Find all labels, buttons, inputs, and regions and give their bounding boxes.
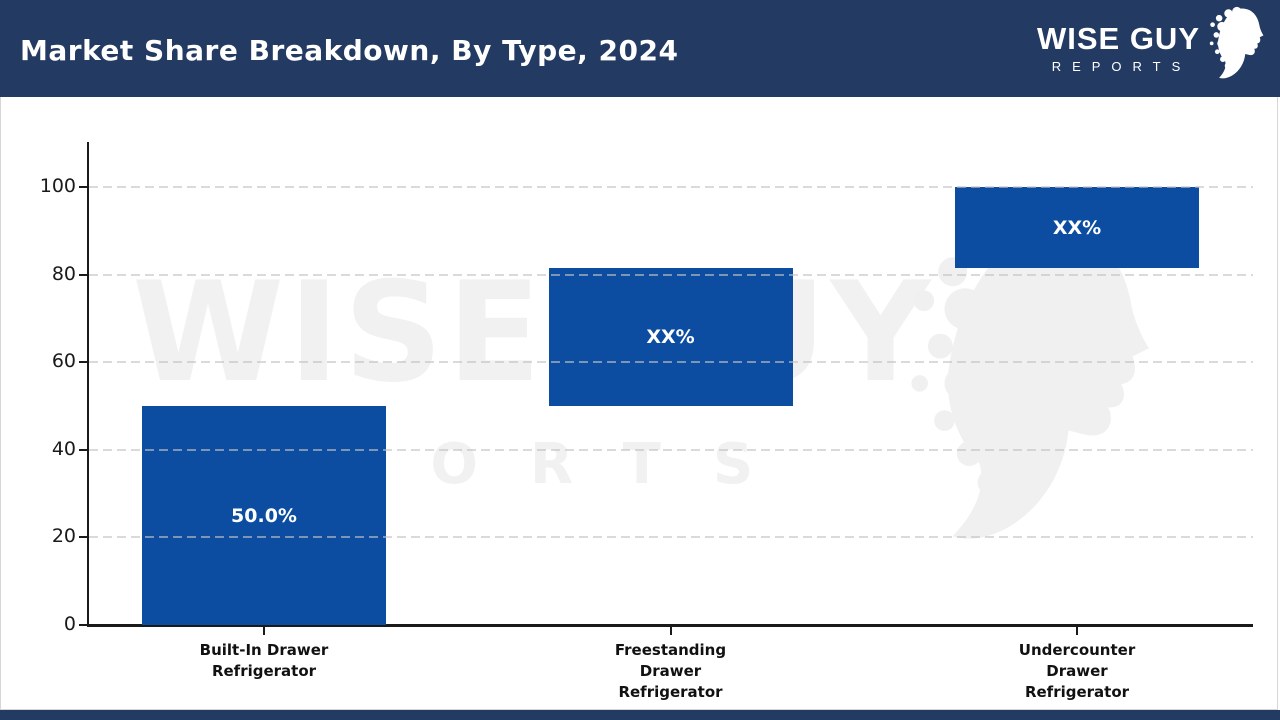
y-tick-label: 0 — [63, 613, 76, 635]
bar-segment: 50.0% — [142, 406, 386, 625]
x-category-line: Freestanding — [614, 641, 727, 659]
x-category-label: Freestanding Drawer Refrigerator — [556, 640, 786, 703]
y-tick-label: 80 — [51, 262, 76, 285]
y-axis-tick — [79, 186, 87, 188]
bar-value-label: 50.0% — [231, 504, 297, 527]
y-axis-tick — [79, 536, 87, 539]
gridline — [89, 361, 1253, 364]
logo-subtitle: REPORTS — [1051, 59, 1192, 74]
dotted-face-icon — [1204, 6, 1266, 90]
footer-band — [0, 710, 1280, 720]
y-tick-label: 100 — [39, 175, 76, 197]
bar-segment: XX% — [548, 268, 793, 406]
y-axis-spine — [87, 142, 89, 626]
x-category-line: Drawer — [639, 662, 702, 680]
x-category-label: Undercounter Drawer Refrigerator — [962, 640, 1192, 703]
x-category-label: Built-In Drawer Refrigerator — [149, 640, 379, 682]
page-title: Market Share Breakdown, By Type, 2024 — [20, 34, 679, 67]
gridline — [89, 273, 1253, 276]
y-tick-label: 40 — [51, 437, 76, 460]
y-tick-label: 60 — [51, 350, 76, 373]
gridline — [89, 448, 1253, 451]
y-axis-tick — [79, 273, 87, 276]
gridline — [89, 186, 1253, 188]
x-axis-tick — [669, 627, 672, 635]
x-category-line: Refrigerator — [1024, 683, 1130, 701]
x-category-line: Built-In Drawer — [199, 641, 329, 659]
logo-text: WISE GUY REPORTS — [1036, 21, 1200, 75]
wise-guy-reports-logo: WISE GUY REPORTS — [1037, 6, 1266, 90]
y-axis-tick — [79, 448, 87, 451]
x-axis-tick — [263, 627, 265, 635]
x-axis-tick — [1076, 627, 1078, 635]
y-tick-label: 20 — [51, 525, 76, 548]
x-category-line: Drawer — [1046, 662, 1108, 680]
x-category-line: Undercounter — [1018, 641, 1136, 659]
y-axis-tick — [79, 624, 87, 626]
x-category-line: Refrigerator — [618, 683, 723, 701]
header-band: Market Share Breakdown, By Type, 2024 WI… — [0, 0, 1280, 97]
x-axis-spine — [87, 624, 1253, 627]
y-axis-tick — [79, 361, 87, 364]
bar-segment: XX% — [955, 187, 1199, 269]
logo-wordmark: WISE GUY — [1036, 21, 1200, 56]
gridline — [89, 536, 1253, 539]
bar-value-label: XX% — [1052, 216, 1102, 239]
bar-value-label: XX% — [646, 326, 695, 348]
x-category-line: Refrigerator — [211, 662, 317, 680]
